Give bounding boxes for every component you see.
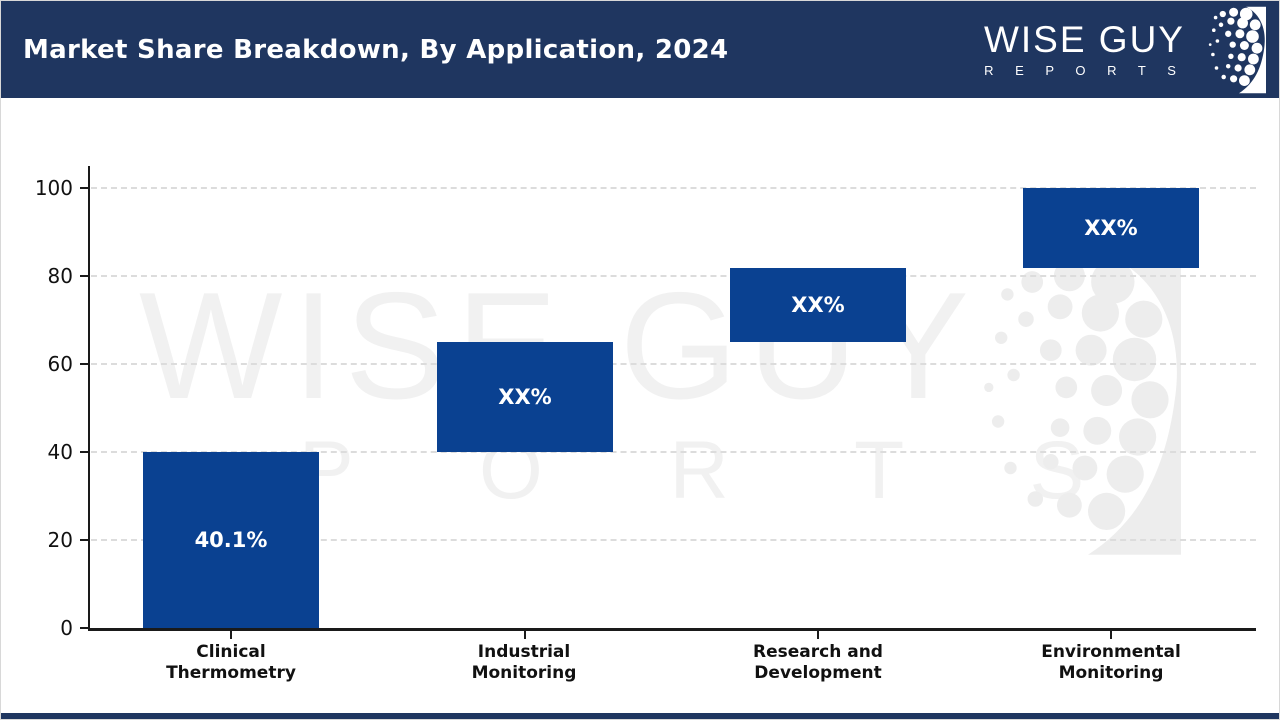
bar-industrial-monitoring: XX% (437, 342, 613, 452)
x-category-label: Environmental Monitoring (1041, 642, 1181, 683)
wiseguy-logo: WISE GUY R E P O R T S (984, 1, 1267, 98)
y-tick-label: 0 (60, 616, 73, 640)
logo-wordmark: WISE GUY (983, 19, 1185, 60)
y-tick-mark (80, 275, 88, 277)
x-tick-mark (230, 631, 232, 639)
y-tick-mark (80, 627, 88, 629)
y-tick-label: 40 (47, 440, 73, 464)
x-tick-mark (1110, 631, 1112, 639)
gridline (91, 187, 1256, 189)
bar-environmental-monitoring: XX% (1023, 188, 1199, 268)
gridline (91, 539, 1256, 541)
logo-subtext: R E P O R T S (984, 63, 1185, 78)
watermark-text-2: P O R T S (299, 425, 1137, 516)
logo-text: WISE GUY R E P O R T S (984, 21, 1185, 78)
x-axis-line (88, 628, 1256, 631)
bar-value-label: XX% (498, 385, 552, 409)
y-tick-mark (80, 187, 88, 189)
x-category-label: Research and Development (753, 642, 883, 683)
gridline (91, 275, 1256, 277)
wiseguy-face-logo-icon (1208, 6, 1266, 93)
chart-area: WISE GUY P O R T S (1, 98, 1279, 715)
bar-value-label: XX% (791, 293, 845, 317)
y-tick-mark (80, 451, 88, 453)
y-tick-label: 100 (34, 176, 73, 200)
bar-research-and-development: XX% (730, 268, 906, 342)
x-category-label: Industrial Monitoring (471, 642, 577, 683)
y-tick-label: 20 (47, 528, 73, 552)
x-tick-mark (524, 631, 526, 639)
y-tick-label: 80 (47, 264, 73, 288)
y-axis-line (88, 166, 90, 630)
y-tick-mark (80, 539, 88, 541)
bar-value-label: XX% (1084, 216, 1138, 240)
page-title: Market Share Breakdown, By Application, … (23, 34, 729, 65)
y-tick-label: 60 (47, 352, 73, 376)
x-tick-mark (817, 631, 819, 639)
watermark-face-icon (984, 257, 1181, 555)
x-category-label: Clinical Thermometry (166, 642, 296, 683)
bar-clinical-thermometry: 40.1% (143, 452, 319, 628)
gridline (91, 363, 1256, 365)
bar-value-label: 40.1% (194, 528, 268, 552)
footer-bar (1, 713, 1279, 719)
y-tick-mark (80, 363, 88, 365)
gridline (91, 451, 1256, 453)
header-bar: Market Share Breakdown, By Application, … (1, 1, 1279, 98)
